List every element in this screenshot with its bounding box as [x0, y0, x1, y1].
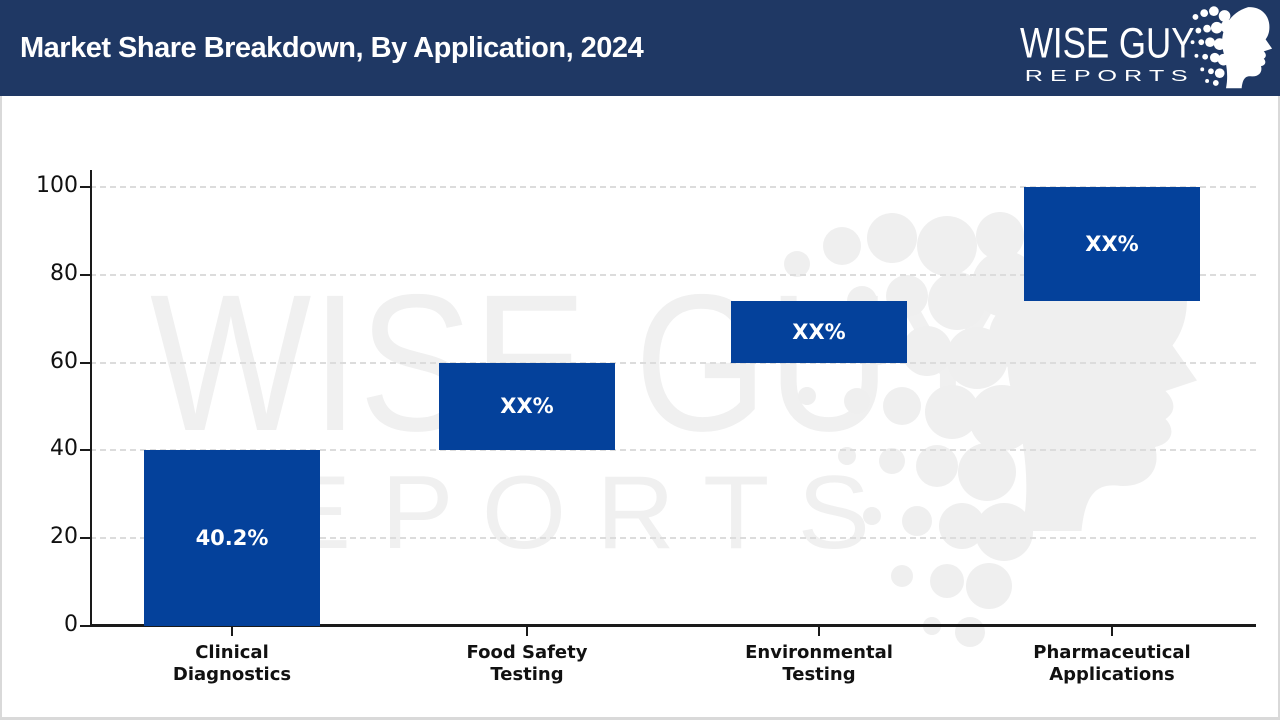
dot	[1190, 40, 1195, 45]
x-category-label-line: Pharmaceutical	[1033, 642, 1191, 663]
dot	[1210, 52, 1220, 63]
dot	[1194, 53, 1199, 58]
x-tick-mark	[231, 627, 233, 636]
x-tick-mark	[1111, 627, 1113, 636]
y-tick-mark	[80, 449, 90, 452]
y-tick-label: 0	[64, 612, 78, 637]
dot	[1205, 79, 1210, 83]
dot	[1192, 14, 1199, 20]
dot	[917, 216, 977, 276]
dot	[1198, 39, 1205, 46]
dot	[1195, 27, 1202, 34]
y-tick-mark	[80, 537, 90, 540]
gridline	[90, 186, 1256, 188]
dot	[798, 387, 816, 405]
gridline	[90, 449, 1256, 452]
gridline	[90, 361, 1256, 364]
x-category-label-line: Environmental	[745, 642, 893, 663]
x-category-label-line: Clinical	[195, 642, 269, 663]
chart-area: WISE GUY R E P O R T S 0 20 40 60 80 100 40.2%…	[0, 96, 1280, 720]
y-tick-label: 40	[50, 436, 78, 462]
dot	[863, 507, 881, 525]
gridline	[90, 273, 1256, 276]
dot	[1200, 67, 1205, 72]
y-tick-label: 80	[50, 260, 78, 286]
dot	[958, 443, 1016, 501]
dot	[969, 385, 1035, 451]
dot	[844, 388, 870, 414]
bar-value-label: XX%	[500, 394, 554, 419]
dot	[902, 326, 952, 376]
bar-value-label: 40.2%	[195, 525, 269, 550]
y-tick-mark	[80, 361, 90, 364]
wise-guy-reports-logo: WISE GUY R E P O R T S	[1020, 6, 1273, 89]
x-category-label-line: Food Safety	[466, 642, 588, 663]
y-tick-label: 20	[50, 524, 78, 550]
dot	[946, 327, 1008, 389]
dot	[1210, 21, 1223, 34]
dot	[925, 385, 979, 439]
x-category-label-line: Testing	[490, 664, 564, 685]
dot	[966, 563, 1012, 609]
dot	[1209, 6, 1219, 16]
x-tick-mark	[818, 627, 820, 636]
dot	[1202, 53, 1209, 60]
dot	[823, 227, 861, 265]
dot	[1205, 37, 1215, 48]
bar-segment	[144, 449, 320, 626]
x-tick-mark	[526, 627, 528, 636]
x-category-label-line: Testing	[782, 664, 856, 685]
logo-reports-text: R E P O R T S	[1025, 68, 1188, 85]
logo-face-icon	[1222, 7, 1273, 89]
x-category-label: Clinical Diagnostics	[173, 642, 291, 686]
bar-segment	[439, 362, 615, 450]
bar-value-label: XX%	[1085, 232, 1139, 257]
dot	[989, 301, 1059, 371]
dot	[891, 565, 913, 587]
dot	[1203, 24, 1211, 33]
x-category-label: Environmental Testing	[745, 642, 893, 686]
logo-brand-text: WISE GUY	[1020, 20, 1195, 68]
page-title: Market Share Breakdown, By Application, …	[20, 32, 644, 64]
y-tick-mark	[80, 186, 90, 188]
dot	[867, 213, 917, 263]
dot	[902, 506, 932, 536]
bar-value-label: XX%	[792, 319, 846, 344]
dot	[1200, 9, 1209, 17]
dot	[975, 503, 1033, 561]
y-tick-mark	[80, 625, 90, 627]
dot	[930, 564, 964, 598]
header: Market Share Breakdown, By Application, …	[0, 0, 1280, 96]
dot	[939, 503, 985, 549]
gridline	[90, 537, 1256, 540]
y-tick-label: 100	[36, 173, 78, 198]
dot	[928, 272, 986, 330]
x-category-label-line: Diagnostics	[172, 664, 292, 685]
watermark-dots-icon	[784, 212, 1059, 647]
dot	[1208, 68, 1214, 75]
dot	[879, 448, 905, 474]
x-axis-line	[90, 624, 1256, 627]
dot	[1214, 68, 1225, 79]
dot	[1218, 10, 1231, 22]
dot	[955, 617, 985, 647]
dot	[1212, 80, 1219, 86]
y-tick-label: 60	[50, 348, 78, 374]
x-category-label: Pharmaceutical Applications	[1033, 642, 1190, 686]
x-category-label: Food Safety Testing	[467, 642, 588, 686]
dot	[883, 387, 921, 425]
y-axis-line	[90, 170, 92, 626]
y-tick-mark	[80, 273, 90, 276]
x-category-label-line: Applications	[1049, 664, 1175, 685]
dot	[976, 212, 1024, 260]
